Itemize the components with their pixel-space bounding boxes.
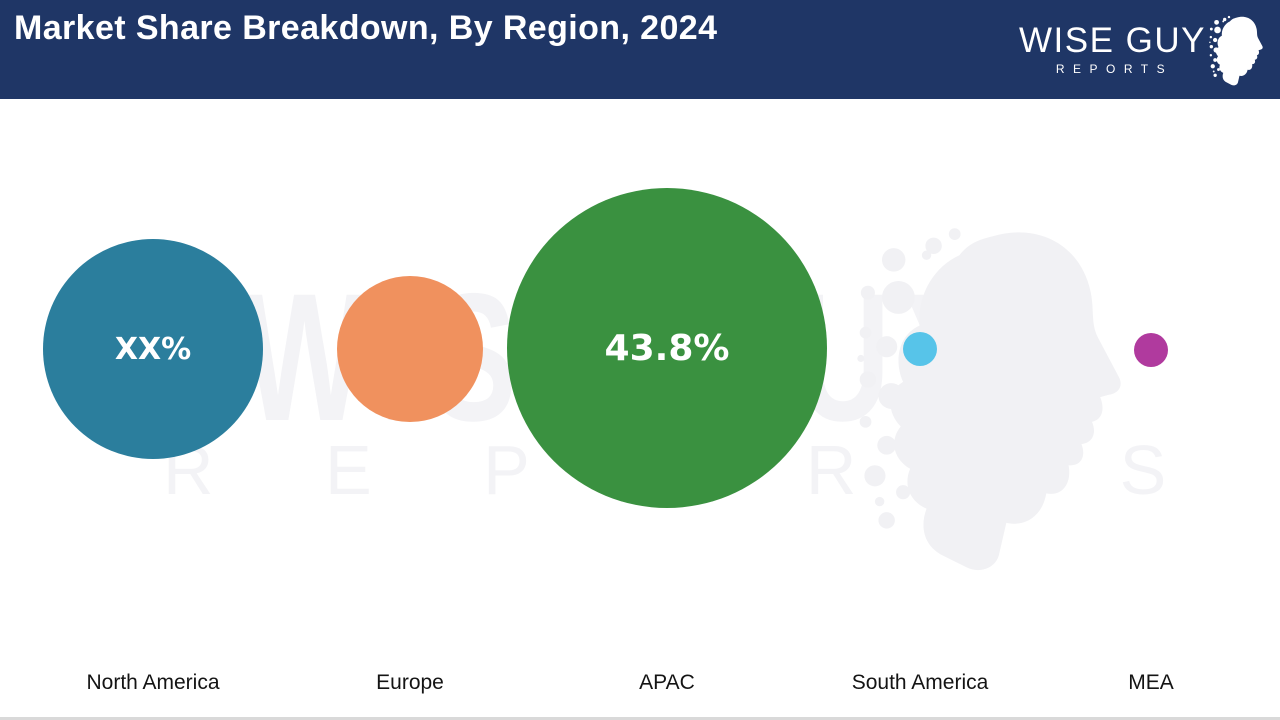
category-label-mea: MEA <box>1128 671 1174 694</box>
bubble-mea <box>1134 333 1168 367</box>
bubble-europe <box>337 276 483 422</box>
bubble-north-america: XX% <box>43 239 263 459</box>
bubble-south-america <box>903 332 937 366</box>
logo-wordmark: WISE GUY <box>1018 21 1206 61</box>
watermark-head-icon <box>857 228 1121 571</box>
wise-guy-logo: WISE GUY REPORTS <box>1019 2 1270 97</box>
logo-subtitle: REPORTS <box>1055 61 1174 76</box>
bubble-apac: 43.8% <box>507 188 827 508</box>
category-label-north-america: North America <box>86 671 220 694</box>
category-label-europe: Europe <box>376 671 444 694</box>
bubble-value-label-north-america: XX% <box>114 331 192 367</box>
category-label-apac: APAC <box>639 671 695 694</box>
page-title: Market Share Breakdown, By Region, 2024 <box>14 9 718 47</box>
header-bar: Market Share Breakdown, By Region, 2024 … <box>0 0 1280 99</box>
bubble-value-label-apac: 43.8% <box>604 327 730 369</box>
bottom-divider <box>0 717 1280 720</box>
category-label-south-america: South America <box>851 671 989 694</box>
logo-text: WISE GUY REPORTS <box>1018 21 1206 76</box>
